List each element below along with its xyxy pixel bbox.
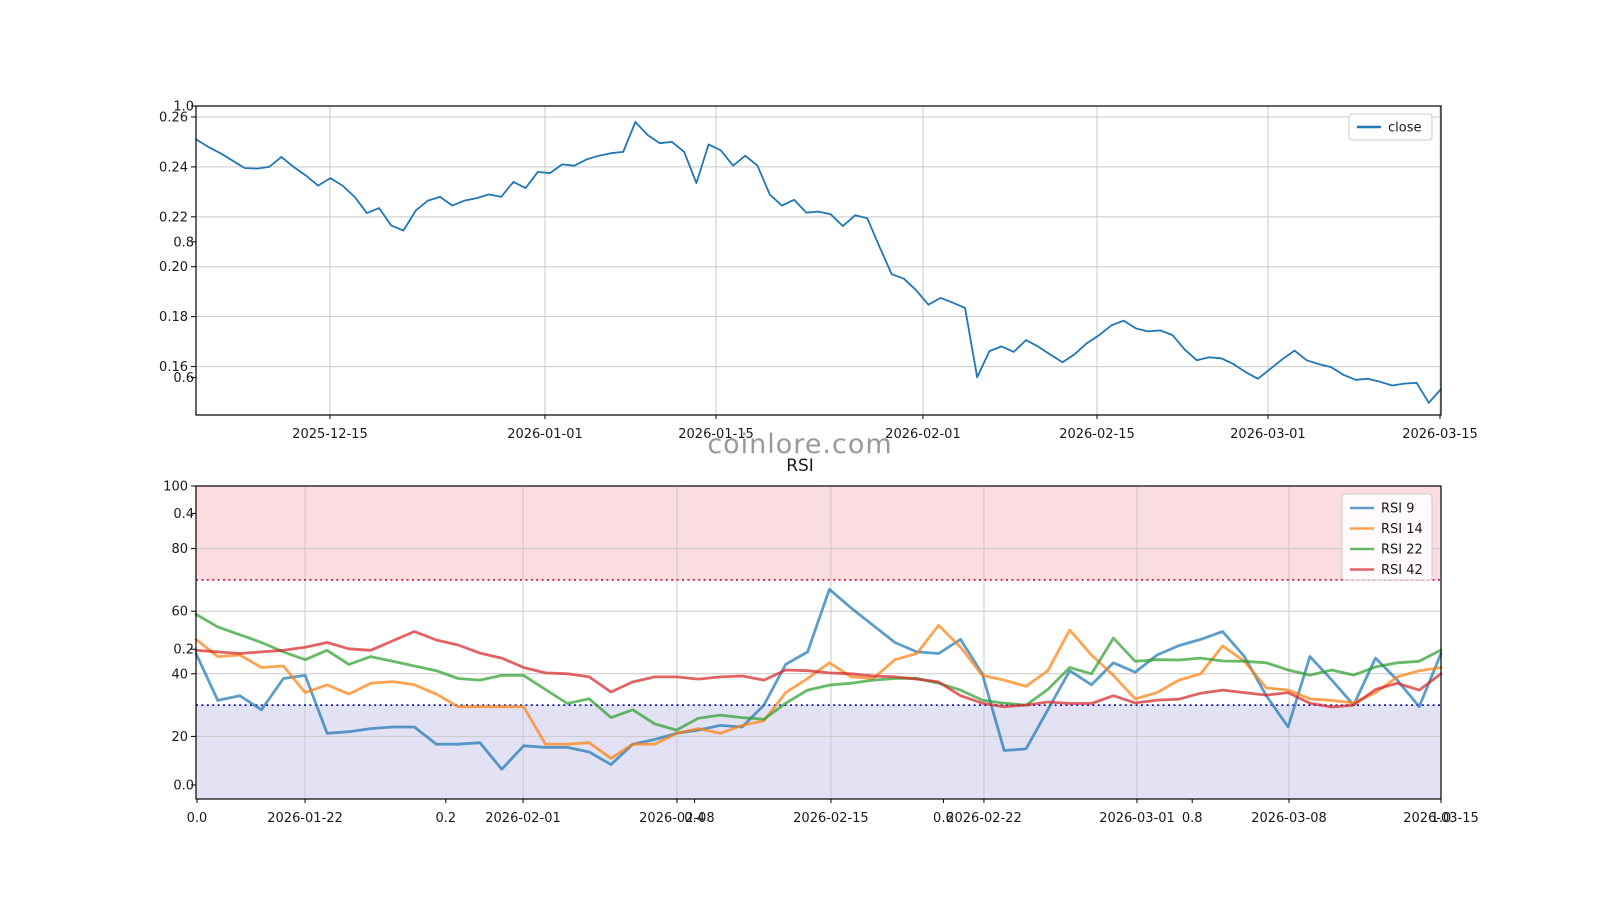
y-tick-label: 20 xyxy=(171,730,188,745)
overlay-x-tick-label: 0.8 xyxy=(1182,811,1203,826)
axes-border xyxy=(195,105,1442,416)
y-tick-label: 60 xyxy=(171,605,188,620)
x-tick-label: 2026-03-01 xyxy=(1230,427,1306,442)
x-tick-label: 2026-02-15 xyxy=(1059,427,1135,442)
close-legend: close xyxy=(1348,113,1433,141)
overlay-x-tick-label: 0.0 xyxy=(187,811,208,826)
legend-label: RSI 9 xyxy=(1381,502,1415,517)
rsi-22-line xyxy=(194,612,1443,732)
overlay-y-tick-label: 0.4 xyxy=(173,507,194,522)
y-tick-label: 0.20 xyxy=(159,260,188,275)
rsi-42-line xyxy=(194,630,1443,709)
legend-label: close xyxy=(1388,121,1421,136)
overlay-y-tick-label: 0.0 xyxy=(173,779,194,794)
legend-label: RSI 22 xyxy=(1381,543,1423,558)
legend-label: RSI 14 xyxy=(1381,522,1423,537)
overlay-x-tick-label: 0.4 xyxy=(684,811,705,826)
y-tick-label: 0.16 xyxy=(159,360,188,375)
overlay-axis: 1.0 0.8 0.6 0.4 0.2 0.0 0.0 0.2 0.4 0.6 0.8 1.0 xyxy=(173,100,1451,827)
rsi-chart: 2026-01-22 2026-02-01 2026-02-08 2026-02-15… xyxy=(163,480,1479,827)
y-tick-label: 0.24 xyxy=(159,160,188,175)
x-tick-label: 2026-02-15 xyxy=(793,811,869,826)
close-line xyxy=(195,121,1442,404)
x-tick-label: 2025-12-15 xyxy=(292,427,368,442)
x-tick-label: 2026-03-15 xyxy=(1403,811,1479,826)
legend-box xyxy=(1341,493,1433,581)
y-tick-label: 100 xyxy=(163,480,188,495)
overlay-x-tick-label: 0.6 xyxy=(933,811,954,826)
x-tick-label: 2026-02-22 xyxy=(946,811,1022,826)
close-chart: 2025-12-15 2026-01-01 2026-01-15 2026-02-01… xyxy=(159,105,1478,442)
overlay-y-tick-label: 0.6 xyxy=(173,371,194,386)
x-tick-label: 2026-01-15 xyxy=(678,427,754,442)
rsi-chart-title: RSI xyxy=(786,456,814,476)
legend-label: RSI 42 xyxy=(1381,563,1423,578)
axes-border xyxy=(195,485,1442,800)
overlay-y-tick-label: 0.2 xyxy=(173,643,194,658)
y-tick-label: 40 xyxy=(171,667,188,682)
plot-background xyxy=(196,106,1441,415)
rsi-9-line xyxy=(194,587,1443,771)
legend-box xyxy=(1348,113,1433,141)
x-tick-label: 2026-02-01 xyxy=(885,427,961,442)
x-tick-label: 2026-02-08 xyxy=(639,811,715,826)
x-tick-label: 2026-03-15 xyxy=(1402,427,1478,442)
overlay-x-tick-label: 1.0 xyxy=(1431,811,1452,826)
oversold-band xyxy=(196,705,1441,799)
y-tick-label: 80 xyxy=(171,542,188,557)
y-tick-label: 0.26 xyxy=(159,110,188,125)
overbought-band xyxy=(196,486,1441,580)
x-tick-label: 2026-03-01 xyxy=(1099,811,1175,826)
x-tick-label: 2026-01-22 xyxy=(267,811,343,826)
overlay-y-tick-label: 1.0 xyxy=(173,100,194,115)
overlay-x-tick-label: 0.2 xyxy=(435,811,456,826)
watermark: coinlore.com xyxy=(707,429,893,460)
x-tick-label: 2026-03-08 xyxy=(1251,811,1327,826)
overlay-y-tick-label: 0.8 xyxy=(173,235,194,250)
rsi-legend: RSI 9 RSI 14 RSI 22 RSI 42 xyxy=(1341,493,1433,581)
x-tick-label: 2026-02-01 xyxy=(485,811,561,826)
y-tick-label: 0.18 xyxy=(159,310,188,325)
y-tick-label: 0.22 xyxy=(159,210,188,225)
x-tick-label: 2026-01-01 xyxy=(507,427,583,442)
